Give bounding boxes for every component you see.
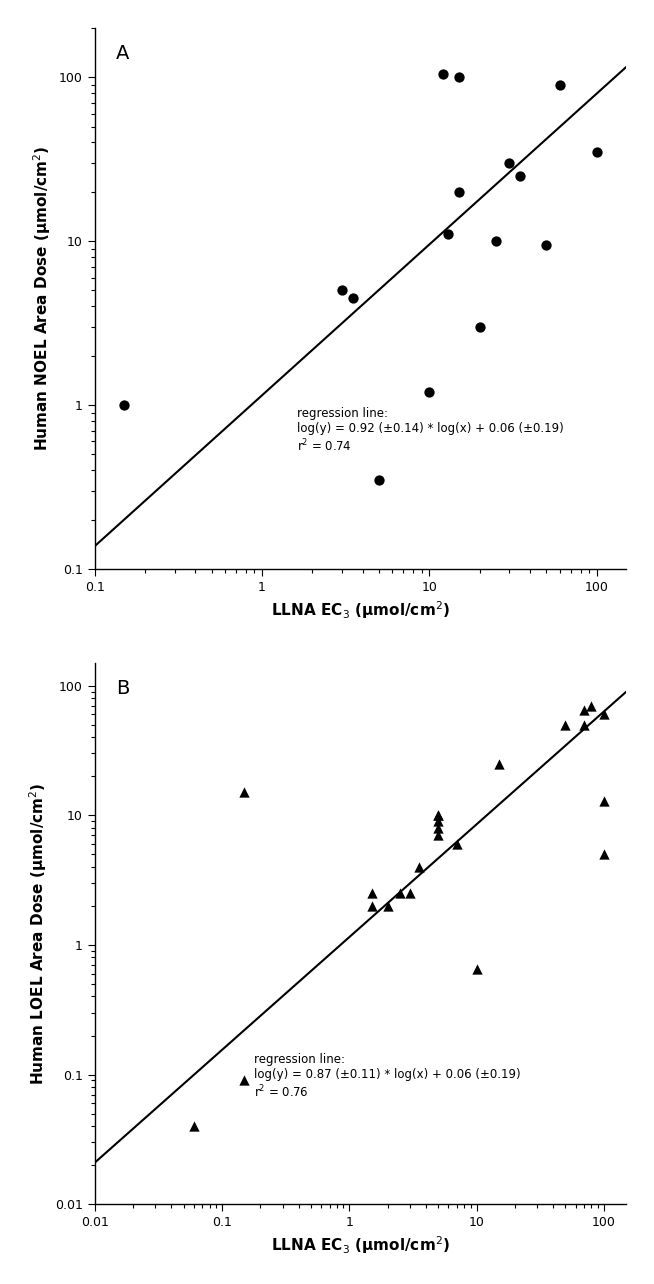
Point xyxy=(405,883,415,904)
Point xyxy=(541,235,551,256)
Point xyxy=(366,883,377,904)
Point xyxy=(494,754,504,774)
Point xyxy=(433,805,443,826)
Point xyxy=(586,696,596,716)
Point xyxy=(475,317,485,338)
Point xyxy=(366,896,377,917)
Point xyxy=(433,805,443,826)
Point xyxy=(433,826,443,846)
Text: regression line:
log(y) = 0.92 (±0.14) * log(x) + 0.06 (±0.19)
r$^2$ = 0.74: regression line: log(y) = 0.92 (±0.14) *… xyxy=(297,407,564,455)
Point xyxy=(424,381,435,402)
Point xyxy=(239,1070,250,1090)
Point xyxy=(472,959,482,980)
Point xyxy=(490,231,501,252)
Point xyxy=(188,1116,199,1136)
Point xyxy=(119,395,129,416)
Point xyxy=(579,700,589,720)
Point xyxy=(413,856,424,877)
Point xyxy=(438,63,448,83)
Text: A: A xyxy=(116,44,129,63)
Point xyxy=(598,844,609,864)
X-axis label: LLNA EC$_3$ (μmol/cm$^2$): LLNA EC$_3$ (μmol/cm$^2$) xyxy=(271,1234,450,1256)
Point xyxy=(433,818,443,838)
Point xyxy=(579,714,589,734)
Point xyxy=(598,704,609,724)
Point xyxy=(239,782,250,802)
Y-axis label: Human NOEL Area Dose (μmol/cm$^2$): Human NOEL Area Dose (μmol/cm$^2$) xyxy=(32,145,54,451)
Point xyxy=(383,896,393,917)
Point xyxy=(454,181,464,202)
Point xyxy=(591,141,602,162)
Point xyxy=(394,883,405,904)
Point xyxy=(555,74,565,95)
Point xyxy=(443,225,454,245)
Point xyxy=(515,166,526,186)
X-axis label: LLNA EC$_3$ (μmol/cm$^2$): LLNA EC$_3$ (μmol/cm$^2$) xyxy=(271,600,450,621)
Point xyxy=(452,833,462,854)
Point xyxy=(504,153,515,173)
Point xyxy=(348,288,358,308)
Point xyxy=(598,790,609,810)
Y-axis label: Human LOEL Area Dose (μmol/cm$^2$): Human LOEL Area Dose (μmol/cm$^2$) xyxy=(27,782,50,1085)
Point xyxy=(560,714,571,734)
Point xyxy=(454,67,464,87)
Point xyxy=(374,470,385,490)
Point xyxy=(337,280,347,300)
Point xyxy=(433,811,443,832)
Text: regression line:
log(y) = 0.87 (±0.11) * log(x) + 0.06 (±0.19)
r$^2$ = 0.76: regression line: log(y) = 0.87 (±0.11) *… xyxy=(254,1053,521,1100)
Text: B: B xyxy=(116,679,129,698)
